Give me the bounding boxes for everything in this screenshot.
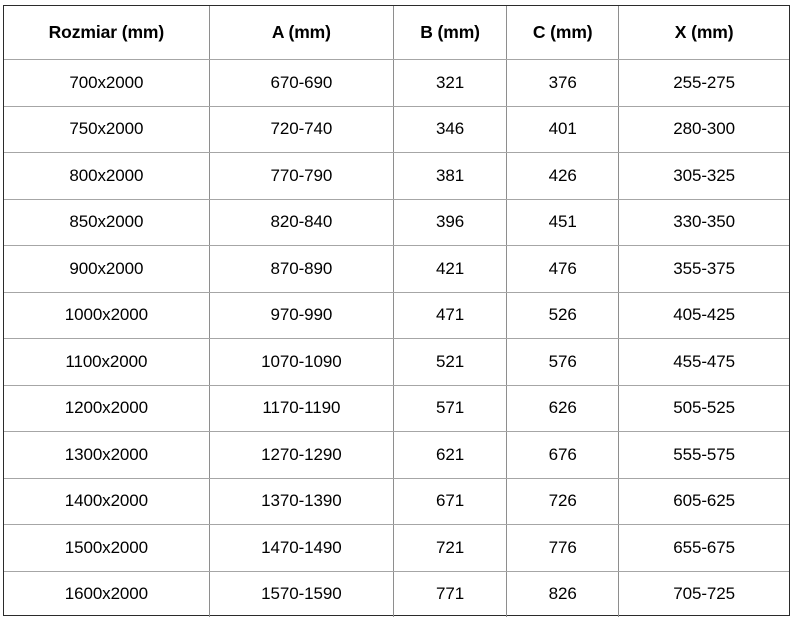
cell-c: 676 (506, 431, 620, 479)
cell-x: 505-525 (618, 385, 789, 432)
column-header-x: X (mm) (618, 6, 789, 60)
table-header: Rozmiar (mm) A (mm) B (mm) C (mm) X (mm) (4, 6, 789, 60)
header-row: Rozmiar (mm) A (mm) B (mm) C (mm) X (mm) (4, 6, 789, 60)
cell-x: 705-725 (673, 584, 735, 604)
cell-c: 526 (506, 292, 620, 339)
cell-a: 1470-1490 (209, 524, 394, 572)
cell-b: 521 (393, 338, 508, 386)
cell-x: 655-675 (618, 524, 789, 572)
table-row: 1400x2000 1370-1390 671 726 605-625 (4, 478, 789, 525)
table-body: 700x2000 670-690 321 376 255-275 750x2000 720-… (4, 59, 789, 617)
table-row: 1600x2000 1570-1590 771 826 705-725 (4, 571, 789, 617)
cell-a: 1370-1390 (209, 478, 394, 525)
cell-b: 346 (393, 106, 508, 153)
cell-c: 426 (506, 152, 620, 200)
cell-size: 750x2000 (4, 106, 210, 153)
cell-size: 800x2000 (4, 152, 210, 200)
spec-table-container: Rozmiar (mm) A (mm) B (mm) C (mm) X (mm) 700… (3, 5, 790, 617)
cell-size: 900x2000 (4, 245, 210, 293)
cell-x: 355-375 (618, 245, 789, 293)
cell-size: 1600x2000 (4, 571, 210, 617)
cell-x: 305-325 (618, 152, 789, 200)
cell-a: 1170-1190 (209, 385, 394, 432)
cell-a: 770-790 (209, 152, 394, 200)
table-row: 700x2000 670-690 321 376 255-275 (4, 59, 789, 107)
table-row: 800x2000 770-790 381 426 305-325 (4, 152, 789, 200)
cell-c: 726 (506, 478, 620, 525)
cell-b: 421 (393, 245, 508, 293)
column-header-a: A (mm) (209, 6, 394, 60)
cell-size: 850x2000 (4, 199, 210, 246)
cell-size: 1200x2000 (4, 385, 210, 432)
table-row: 1000x2000 970-990 471 526 405-425 (4, 292, 789, 339)
table-row: 850x2000 820-840 396 451 330-350 (4, 199, 789, 246)
cell-b: 621 (393, 431, 508, 479)
table-row: 1200x2000 1170-1190 571 626 505-525 (4, 385, 789, 432)
cell-size: 1000x2000 (4, 292, 210, 339)
cell-x: 280-300 (618, 106, 789, 153)
cell-x: 555-575 (618, 431, 789, 479)
cell-b: 671 (393, 478, 508, 525)
cell-a: 820-840 (209, 199, 394, 246)
cell-c: 401 (506, 106, 620, 153)
table-row: 750x2000 720-740 346 401 280-300 (4, 106, 789, 153)
cell-b: 381 (393, 152, 508, 200)
cell-a: 1570-1590 (209, 571, 394, 617)
cell-c: 451 (506, 199, 620, 246)
column-header-c: C (mm) (506, 6, 620, 60)
table-row: 1300x2000 1270-1290 621 676 555-575 (4, 431, 789, 479)
dimensions-table: Rozmiar (mm) A (mm) B (mm) C (mm) X (mm) 700… (4, 6, 789, 617)
cell-b: 771 (393, 571, 508, 617)
cell-x: 330-350 (618, 199, 789, 246)
cell-size: 1300x2000 (4, 431, 210, 479)
column-header-size: Rozmiar (mm) (4, 6, 210, 60)
column-header-b: B (mm) (393, 6, 508, 60)
cell-a: 670-690 (209, 59, 394, 107)
cell-size: 1400x2000 (4, 478, 210, 525)
cell-b: 471 (393, 292, 508, 339)
cell-a: 720-740 (209, 106, 394, 153)
cell-b: 721 (393, 524, 508, 572)
cell-c: 776 (506, 524, 620, 572)
table-row: 1100x2000 1070-1090 521 576 455-475 (4, 338, 789, 386)
cell-x: 255-275 (618, 59, 789, 107)
cell-size: 700x2000 (4, 59, 210, 107)
cell-size: 1100x2000 (4, 338, 210, 386)
cell-c: 826 (506, 571, 620, 617)
cell-c: 476 (506, 245, 620, 293)
cell-a: 870-890 (209, 245, 394, 293)
cell-x: 405-425 (618, 292, 789, 339)
cell-c: 626 (506, 385, 620, 432)
cell-x: 455-475 (618, 338, 789, 386)
cell-b: 396 (393, 199, 508, 246)
cell-a: 1070-1090 (209, 338, 394, 386)
cell-c: 376 (506, 59, 620, 107)
cell-a: 1270-1290 (209, 431, 394, 479)
cell-x: 605-625 (618, 478, 789, 525)
table-row: 900x2000 870-890 421 476 355-375 (4, 245, 789, 293)
cell-b: 321 (393, 59, 508, 107)
cell-size: 1500x2000 (4, 524, 210, 572)
table-row: 1500x2000 1470-1490 721 776 655-675 (4, 524, 789, 572)
cell-c: 576 (506, 338, 620, 386)
cell-b: 571 (393, 385, 508, 432)
cell-a: 970-990 (209, 292, 394, 339)
